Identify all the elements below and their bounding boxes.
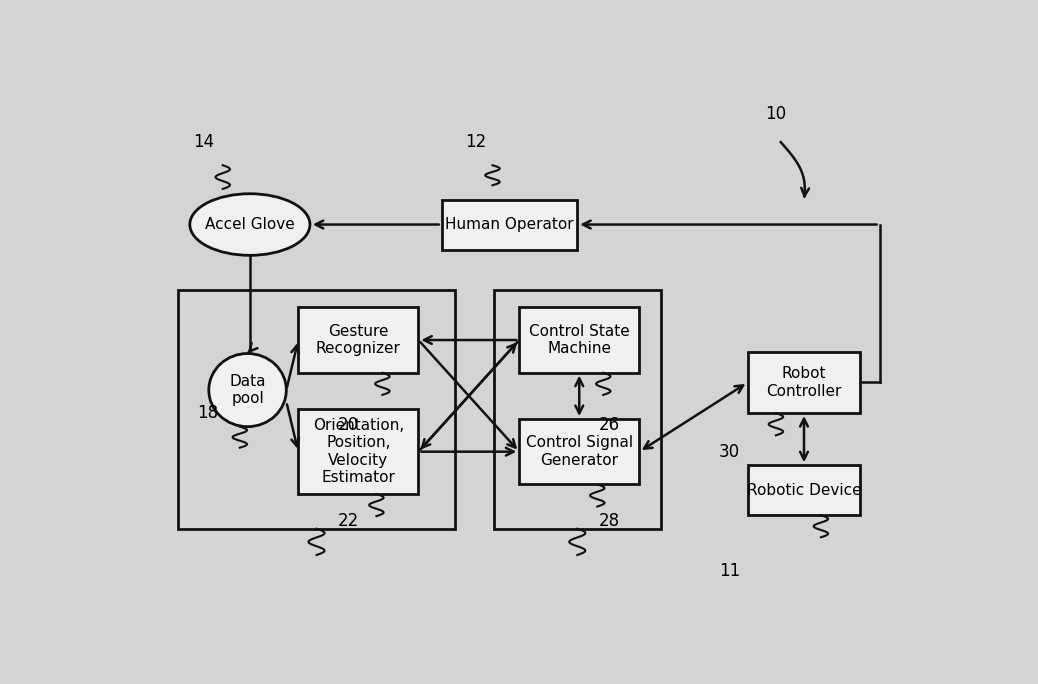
Ellipse shape <box>209 354 286 427</box>
Bar <box>747 465 861 515</box>
Bar <box>494 290 660 529</box>
Text: Robotic Device: Robotic Device <box>746 483 862 498</box>
Text: 22: 22 <box>337 512 359 530</box>
Text: 10: 10 <box>765 105 787 123</box>
Text: Accel Glove: Accel Glove <box>204 217 295 232</box>
Text: Robot
Controller: Robot Controller <box>766 366 842 399</box>
Ellipse shape <box>190 194 310 255</box>
Text: 30: 30 <box>718 443 740 461</box>
Bar <box>747 352 861 413</box>
Bar <box>298 409 418 494</box>
Bar <box>442 200 577 250</box>
Text: 28: 28 <box>599 512 620 530</box>
Bar <box>298 307 418 373</box>
Text: 14: 14 <box>193 133 215 151</box>
Bar <box>519 307 639 373</box>
Text: Control Signal
Generator: Control Signal Generator <box>525 436 633 468</box>
Bar <box>519 419 639 484</box>
Text: Gesture
Recognizer: Gesture Recognizer <box>316 324 401 356</box>
Text: 20: 20 <box>337 416 358 434</box>
Text: Control State
Machine: Control State Machine <box>529 324 630 356</box>
Bar <box>177 290 456 529</box>
Text: 26: 26 <box>599 416 620 434</box>
Text: Orientation,
Position,
Velocity
Estimator: Orientation, Position, Velocity Estimato… <box>312 418 404 485</box>
Text: Human Operator: Human Operator <box>445 217 574 232</box>
Text: Data
pool: Data pool <box>229 374 266 406</box>
Text: 11: 11 <box>718 562 740 580</box>
Text: 12: 12 <box>465 133 487 151</box>
Text: 18: 18 <box>197 404 218 422</box>
